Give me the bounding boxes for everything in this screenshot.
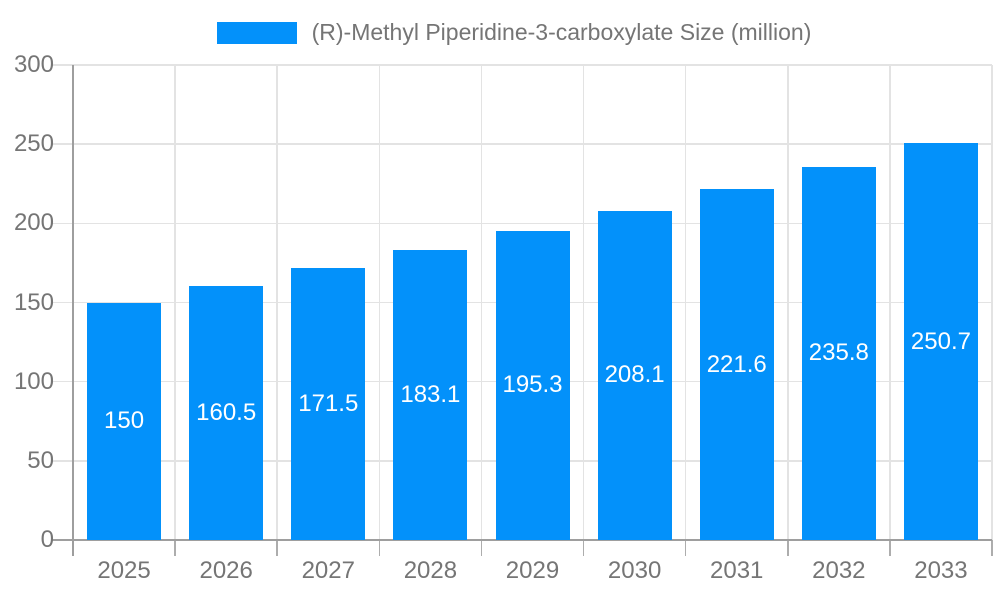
x-axis-tick-label: 2027 bbox=[301, 557, 355, 584]
x-axis-tick bbox=[174, 540, 176, 556]
bar-2025[interactable]: 150 bbox=[87, 302, 162, 540]
x-axis-tick-label: 2028 bbox=[403, 557, 458, 584]
bar-value-label: 221.6 bbox=[706, 350, 767, 378]
x-axis-tick-label: 2025 bbox=[97, 557, 151, 584]
legend[interactable]: (R)-Methyl Piperidine-3-carboxylate Size… bbox=[14, 19, 1000, 46]
gridline-horizontal bbox=[52, 222, 992, 225]
x-axis-tick bbox=[787, 540, 789, 556]
x-axis-tick-label: 2030 bbox=[607, 557, 662, 584]
bar-2030[interactable]: 208.1 bbox=[597, 210, 672, 540]
bar-2028[interactable]: 183.1 bbox=[393, 250, 468, 540]
x-axis-tick bbox=[378, 540, 381, 556]
gridline-vertical bbox=[684, 65, 687, 540]
x-axis-tick-label: 2033 bbox=[914, 557, 968, 584]
x-axis-tick bbox=[889, 540, 891, 556]
bar-2033[interactable]: 250.7 bbox=[903, 143, 978, 540]
legend-label[interactable]: (R)-Methyl Piperidine-3-carboxylate Size… bbox=[311, 19, 812, 45]
gridline-vertical bbox=[787, 65, 789, 540]
y-axis-tick-label: 0 bbox=[40, 526, 54, 553]
x-axis-tick-label: 2029 bbox=[505, 557, 560, 584]
x-axis-tick-label: 2031 bbox=[710, 557, 764, 584]
y-axis-tick-label: 150 bbox=[13, 288, 54, 316]
x-axis-tick bbox=[480, 540, 483, 556]
y-axis-tick-label: 250 bbox=[13, 130, 54, 158]
x-axis-tick-label: 2026 bbox=[199, 557, 253, 584]
bar-2032[interactable]: 235.8 bbox=[801, 166, 876, 540]
y-axis-tick-label: 300 bbox=[13, 51, 54, 78]
y-axis-tick-label: 100 bbox=[13, 367, 54, 395]
bar-value-label: 235.8 bbox=[808, 339, 869, 367]
y-axis-line bbox=[72, 65, 74, 556]
gridline-vertical bbox=[174, 65, 176, 540]
gridline-vertical bbox=[991, 65, 993, 540]
bar-value-label: 250.7 bbox=[910, 327, 971, 355]
bar-value-label: 160.5 bbox=[196, 398, 257, 426]
gridline-vertical bbox=[378, 65, 381, 540]
x-axis-tick bbox=[991, 540, 993, 556]
bar-value-label: 171.5 bbox=[298, 390, 359, 418]
y-axis-tick-label: 50 bbox=[27, 446, 54, 474]
gridline-vertical bbox=[889, 65, 891, 540]
x-axis-tick bbox=[582, 540, 585, 556]
x-axis-tick bbox=[276, 540, 278, 556]
y-axis-tick-label: 200 bbox=[13, 209, 54, 237]
bar-value-label: 195.3 bbox=[502, 371, 563, 399]
x-axis-tick bbox=[684, 540, 687, 556]
gridline-horizontal bbox=[52, 64, 992, 66]
bar-2031[interactable]: 221.6 bbox=[699, 189, 774, 540]
bar-2029[interactable]: 195.3 bbox=[495, 230, 570, 540]
bar-value-label: 150 bbox=[104, 407, 145, 435]
gridline-horizontal bbox=[52, 143, 992, 145]
x-axis-tick-label: 2032 bbox=[812, 557, 866, 584]
x-axis-line bbox=[52, 539, 992, 541]
legend-swatch[interactable] bbox=[216, 21, 297, 44]
bar-value-label: 208.1 bbox=[604, 361, 665, 389]
gridline-vertical bbox=[480, 65, 483, 540]
gridline-vertical bbox=[276, 65, 278, 540]
bar-2026[interactable]: 160.5 bbox=[189, 285, 264, 540]
bar-value-label: 183.1 bbox=[400, 381, 461, 409]
bar-2027[interactable]: 171.5 bbox=[291, 268, 366, 540]
gridline-vertical bbox=[582, 65, 585, 540]
